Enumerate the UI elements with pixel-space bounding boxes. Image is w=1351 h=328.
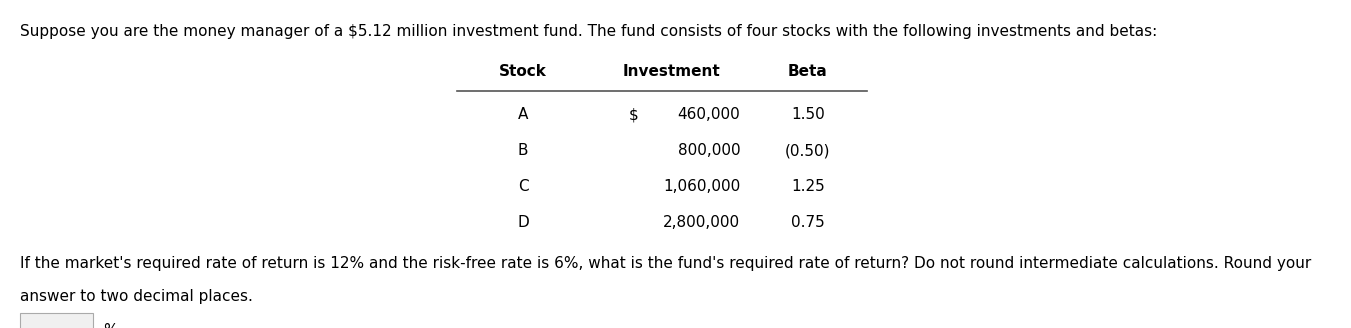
Text: 2,800,000: 2,800,000 (663, 215, 740, 230)
Text: 800,000: 800,000 (678, 143, 740, 158)
Text: D: D (517, 215, 530, 230)
Text: 0.75: 0.75 (792, 215, 824, 230)
Text: %: % (104, 323, 118, 328)
Text: Investment: Investment (623, 64, 720, 79)
Text: $: $ (630, 107, 639, 122)
Text: If the market's required rate of return is 12% and the risk-free rate is 6%, wha: If the market's required rate of return … (20, 256, 1312, 271)
Text: Suppose you are the money manager of a $5.12 million investment fund. The fund c: Suppose you are the money manager of a $… (20, 24, 1158, 39)
Text: Beta: Beta (788, 64, 828, 79)
Text: 460,000: 460,000 (678, 107, 740, 122)
Text: C: C (517, 179, 528, 194)
FancyBboxPatch shape (20, 313, 93, 328)
Text: Stock: Stock (500, 64, 547, 79)
Text: 1.50: 1.50 (792, 107, 824, 122)
Text: A: A (517, 107, 528, 122)
Text: B: B (517, 143, 528, 158)
Text: (0.50): (0.50) (785, 143, 831, 158)
Text: answer to two decimal places.: answer to two decimal places. (20, 289, 253, 304)
Text: 1.25: 1.25 (792, 179, 824, 194)
Text: 1,060,000: 1,060,000 (663, 179, 740, 194)
